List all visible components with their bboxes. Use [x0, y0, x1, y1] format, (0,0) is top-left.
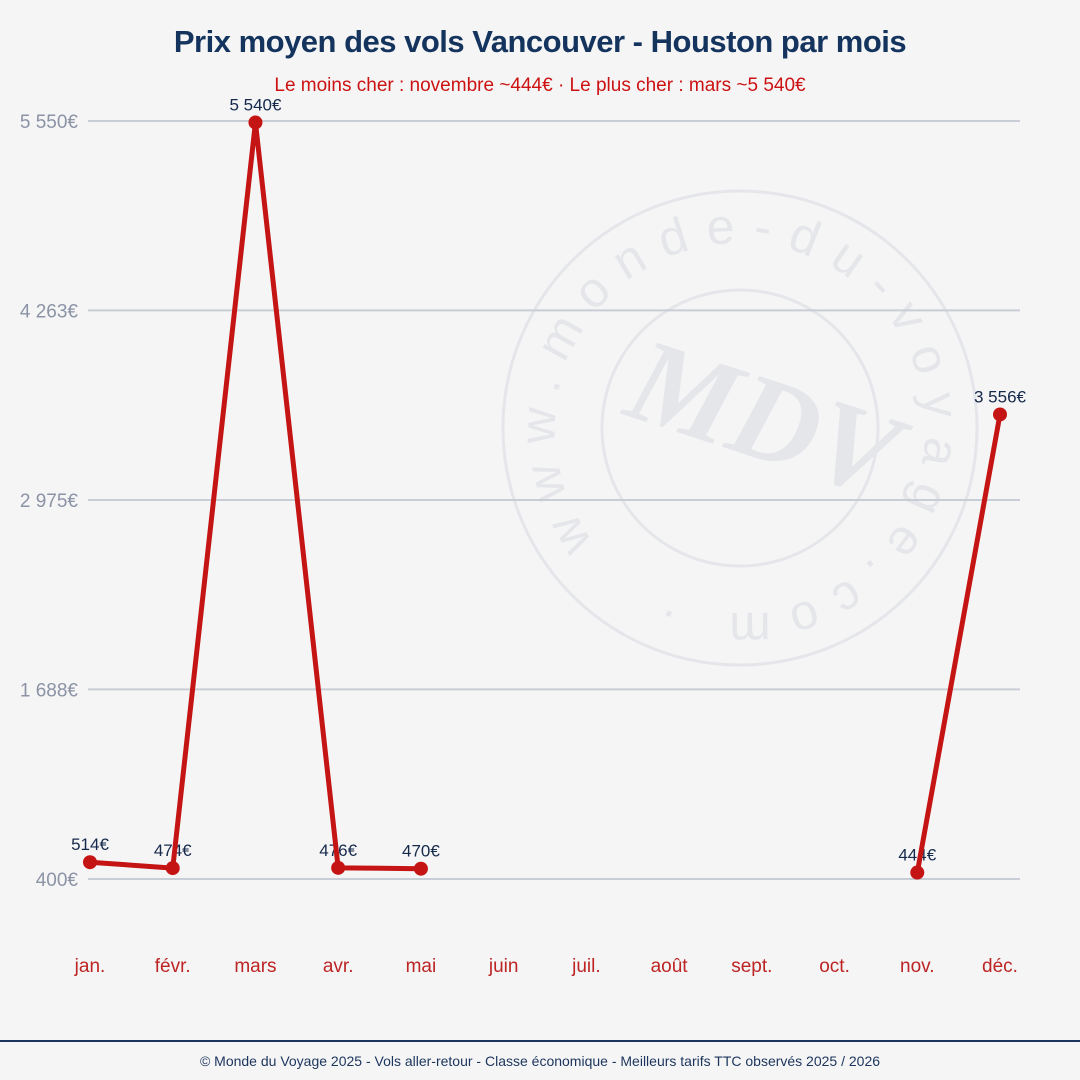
chart-subtitle: Le moins cher : novembre ~444€ · Le plus…	[274, 75, 806, 96]
watermark-inner-circle	[600, 288, 880, 568]
data-point	[413, 861, 428, 876]
price-line	[87, 119, 424, 872]
data-point	[83, 855, 97, 870]
point-value-label: 514€	[71, 835, 109, 854]
page-title: Prix moyen des vols Vancouver - Houston …	[173, 24, 907, 59]
y-axis-tick-label: 1 688€	[20, 680, 79, 701]
x-axis-month-label: nov.	[900, 956, 935, 977]
y-axis-tick-label: 400€	[36, 870, 79, 891]
x-axis-month-label: juil.	[571, 956, 601, 977]
point-value-label: 470€	[402, 842, 440, 861]
watermark-outer-circle	[501, 189, 979, 667]
data-point	[993, 407, 1007, 422]
watermark-center-text: MDV	[611, 312, 923, 526]
footer-text: © Monde du Voyage 2025 - Vols aller-reto…	[199, 1053, 881, 1069]
x-axis-month-label: sept.	[731, 956, 772, 977]
y-axis-tick-label: 4 263€	[20, 301, 79, 322]
x-axis-month-label: avr.	[323, 956, 354, 977]
x-axis-month-label: août	[651, 956, 689, 977]
y-axis-tick-label: 2 975€	[20, 491, 79, 512]
data-point	[248, 115, 263, 130]
x-axis-month-label: mai	[406, 956, 437, 977]
watermark: www.monde-du-voyage.com · MDV	[415, 104, 1064, 753]
point-value-label: 444€	[898, 846, 936, 865]
x-axis-month-label: févr.	[155, 956, 191, 977]
price-line	[914, 411, 1003, 876]
y-axis-tick-label: 5 550€	[20, 112, 79, 133]
x-axis-month-label: juin	[488, 956, 519, 977]
point-value-label: 3 556€	[974, 387, 1027, 406]
x-axis-month-label: oct.	[819, 956, 850, 977]
data-point	[331, 860, 346, 875]
footer: © Monde du Voyage 2025 - Vols aller-reto…	[0, 1040, 1080, 1080]
x-axis-month-label: jan.	[74, 956, 106, 977]
x-axis-month-label: mars	[234, 956, 276, 977]
chart-plot-area: 5 550€ 4 263€ 2 975€ 1 688€ 400€ jan. févr. mar…	[20, 95, 1027, 977]
point-value-label: 5 540€	[229, 95, 282, 114]
x-axis-month-label: déc.	[982, 956, 1018, 977]
data-point	[165, 861, 180, 876]
data-point	[910, 865, 925, 880]
